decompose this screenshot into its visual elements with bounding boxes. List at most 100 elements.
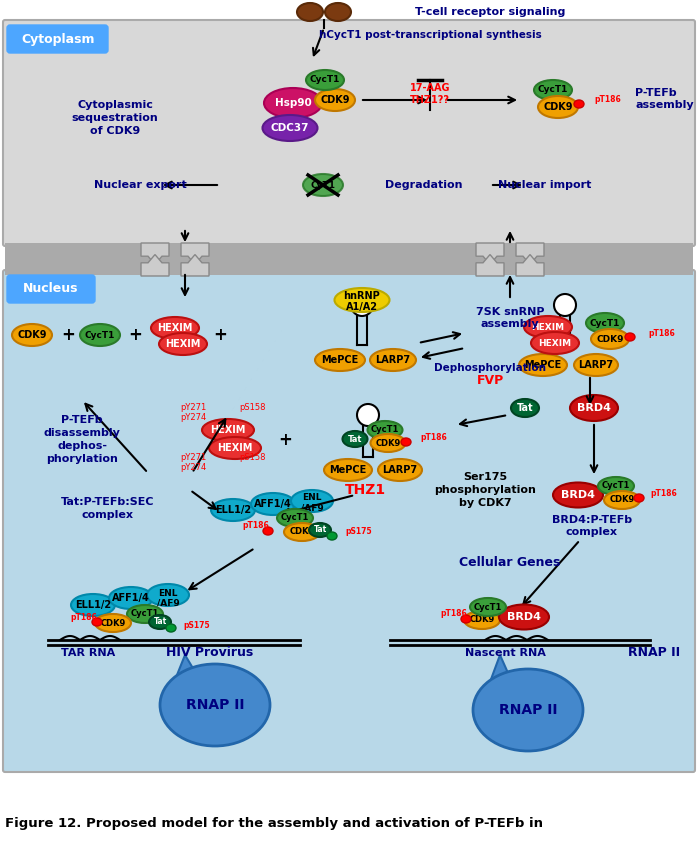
Text: /AF9: /AF9 — [301, 504, 323, 512]
Polygon shape — [181, 254, 209, 276]
Text: by CDK7: by CDK7 — [459, 498, 512, 508]
Text: MePCE: MePCE — [329, 465, 366, 475]
Text: assembly: assembly — [481, 319, 540, 329]
Text: CycT1: CycT1 — [85, 331, 115, 339]
Ellipse shape — [166, 624, 176, 632]
Text: CDK9: CDK9 — [376, 438, 401, 448]
Ellipse shape — [531, 332, 579, 354]
Text: Tat: Tat — [154, 617, 167, 627]
Ellipse shape — [151, 317, 199, 339]
Ellipse shape — [464, 611, 500, 629]
Polygon shape — [141, 243, 169, 265]
Ellipse shape — [499, 605, 549, 629]
Ellipse shape — [327, 532, 337, 540]
FancyBboxPatch shape — [7, 25, 108, 53]
Text: pT186: pT186 — [70, 612, 98, 622]
Text: CycT1: CycT1 — [538, 86, 568, 94]
Ellipse shape — [324, 459, 372, 481]
Text: phosphorylation: phosphorylation — [434, 485, 536, 495]
Polygon shape — [175, 655, 200, 680]
FancyBboxPatch shape — [3, 20, 695, 246]
Ellipse shape — [211, 499, 255, 521]
Circle shape — [351, 294, 373, 316]
Polygon shape — [476, 254, 504, 276]
Ellipse shape — [519, 354, 567, 376]
Ellipse shape — [598, 477, 634, 495]
Text: CycT1: CycT1 — [590, 319, 621, 327]
Ellipse shape — [262, 115, 318, 141]
Ellipse shape — [368, 421, 403, 439]
Text: +: + — [213, 326, 227, 344]
Ellipse shape — [401, 438, 411, 446]
Ellipse shape — [315, 89, 355, 111]
Ellipse shape — [251, 493, 295, 515]
Text: Figure 12. Proposed model for the assembly and activation of P-TEFb in: Figure 12. Proposed model for the assemb… — [5, 817, 543, 829]
Text: CDK9: CDK9 — [17, 330, 47, 340]
Ellipse shape — [378, 459, 422, 481]
Text: MePCE: MePCE — [524, 360, 562, 370]
Text: CycT1: CycT1 — [281, 514, 309, 522]
Ellipse shape — [306, 70, 344, 90]
Text: RNAP II: RNAP II — [499, 703, 557, 717]
Text: AFF1/4: AFF1/4 — [112, 593, 150, 603]
Ellipse shape — [291, 490, 333, 512]
Text: Tat: Tat — [517, 403, 533, 413]
Text: Degradation: Degradation — [385, 180, 463, 190]
Circle shape — [554, 294, 576, 316]
Ellipse shape — [160, 664, 270, 746]
Text: Nascent RNA: Nascent RNA — [465, 648, 545, 658]
Text: HEXIM: HEXIM — [531, 322, 565, 332]
Ellipse shape — [534, 80, 572, 100]
Ellipse shape — [371, 434, 406, 452]
Text: CDK9: CDK9 — [290, 527, 315, 537]
Ellipse shape — [149, 615, 171, 629]
Text: CDK9: CDK9 — [596, 334, 624, 343]
Ellipse shape — [263, 527, 273, 535]
Text: HIV Provirus: HIV Provirus — [166, 646, 253, 660]
Text: pT186: pT186 — [420, 433, 447, 443]
Text: dephos-: dephos- — [57, 441, 107, 451]
Text: LARP7: LARP7 — [376, 355, 410, 365]
Text: LARP7: LARP7 — [383, 465, 417, 475]
Ellipse shape — [470, 598, 506, 616]
Ellipse shape — [511, 399, 539, 417]
Ellipse shape — [625, 333, 635, 341]
Text: CDK9: CDK9 — [609, 495, 634, 505]
Text: 7SK snRNP: 7SK snRNP — [476, 307, 544, 317]
Text: pS175: pS175 — [345, 527, 371, 537]
Ellipse shape — [202, 419, 254, 441]
Text: THZ1??: THZ1?? — [410, 95, 450, 105]
Text: pS158: pS158 — [239, 404, 266, 412]
Text: Cytoplasmic: Cytoplasmic — [77, 100, 153, 110]
Text: BRD4:P-TEFb: BRD4:P-TEFb — [552, 515, 632, 525]
Ellipse shape — [159, 333, 207, 355]
Ellipse shape — [109, 587, 153, 609]
Ellipse shape — [591, 329, 629, 349]
Text: P-TEFb: P-TEFb — [61, 415, 103, 425]
Text: pT186: pT186 — [650, 489, 677, 499]
Text: Dephosphorylation: Dephosphorylation — [434, 363, 546, 373]
Ellipse shape — [309, 523, 331, 537]
Text: HEXIM: HEXIM — [217, 443, 253, 453]
Ellipse shape — [127, 605, 163, 623]
Text: +: + — [278, 431, 292, 449]
Text: pY271: pY271 — [180, 404, 206, 412]
Ellipse shape — [574, 100, 584, 108]
Text: THZ1: THZ1 — [344, 483, 385, 497]
Text: +: + — [128, 326, 142, 344]
Text: pT186: pT186 — [594, 96, 621, 104]
Text: BRD4: BRD4 — [577, 403, 611, 413]
Ellipse shape — [343, 431, 368, 447]
Text: CDK9: CDK9 — [469, 616, 495, 624]
Text: pS175: pS175 — [183, 622, 209, 631]
Text: HEXIM: HEXIM — [538, 338, 572, 348]
FancyBboxPatch shape — [3, 270, 695, 772]
Ellipse shape — [574, 354, 618, 376]
Polygon shape — [141, 254, 169, 276]
Text: pT186: pT186 — [243, 522, 269, 531]
Text: pS158: pS158 — [239, 454, 266, 462]
Ellipse shape — [461, 615, 471, 623]
Text: CyT1: CyT1 — [311, 181, 336, 189]
Ellipse shape — [264, 88, 322, 118]
Text: Nuclear import: Nuclear import — [498, 180, 592, 190]
